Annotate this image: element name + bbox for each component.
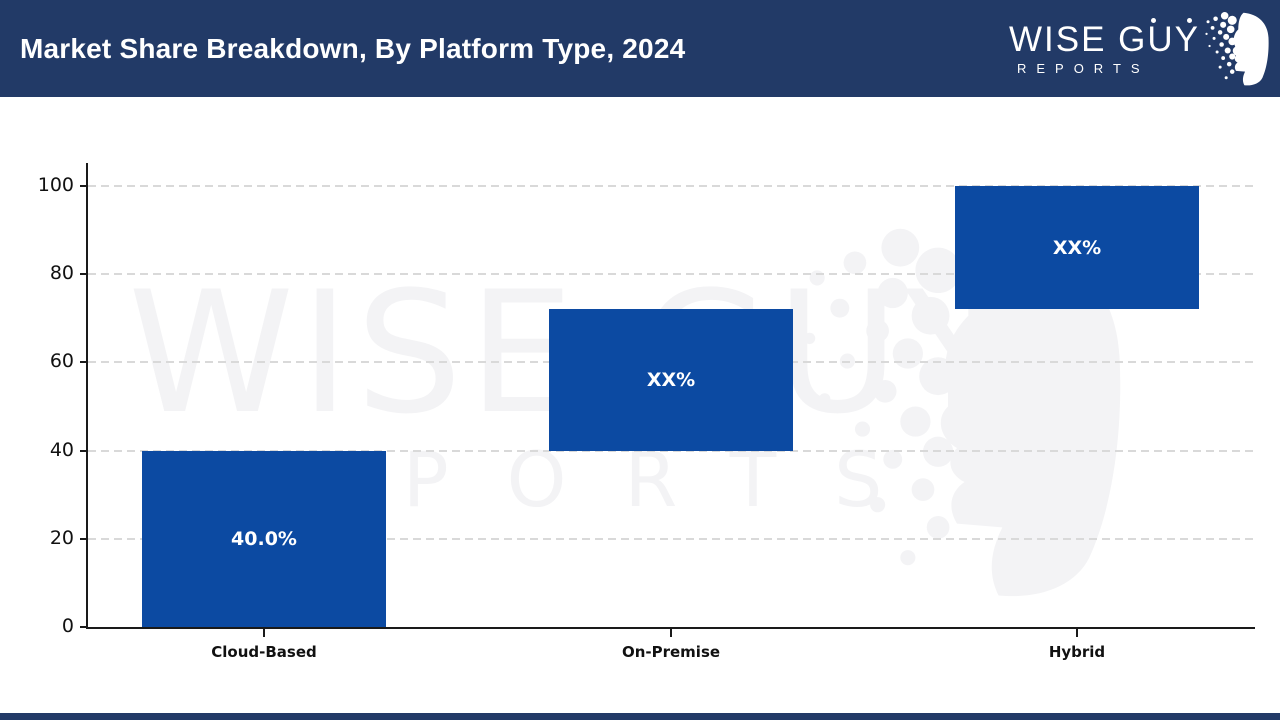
bar-hybrid	[955, 186, 1199, 310]
x-tick-mark	[263, 629, 265, 637]
y-tick-mark	[80, 185, 88, 187]
y-tick-mark	[80, 626, 88, 628]
y-tick-mark	[80, 449, 88, 452]
bar-value-label: XX%	[1052, 236, 1102, 259]
logo-face-icon	[1205, 11, 1269, 86]
wiseguy-logo: WISE GUY REPORTS	[1009, 8, 1270, 90]
logo-text: WISE GUY REPORTS	[1008, 17, 1200, 77]
logo-dot-icon	[1151, 17, 1156, 23]
y-tick-label: 100	[37, 174, 74, 196]
x-tick-label-cloud-based: Cloud-Based	[211, 643, 317, 661]
logo-brand-text: WISE GUY	[1008, 19, 1200, 59]
y-tick-label: 20	[49, 526, 74, 549]
y-tick-label: 60	[49, 350, 74, 373]
y-tick-label: 40	[49, 438, 74, 461]
y-axis-line	[86, 163, 88, 629]
page-title: Market Share Breakdown, By Platform Type…	[20, 33, 686, 64]
y-tick-mark	[80, 273, 88, 276]
x-tick-mark	[670, 629, 672, 637]
x-axis-line	[86, 627, 1255, 629]
x-tick-label-on-premise: On-Premise	[621, 643, 721, 661]
logo-dot-icon	[1187, 17, 1192, 23]
y-tick-label: 80	[49, 262, 74, 285]
y-tick-mark	[80, 361, 88, 364]
bar-value-label: XX%	[646, 369, 696, 392]
y-tick-label: 0	[61, 615, 74, 637]
gridline	[88, 185, 1255, 187]
chart-area: WISE GUY REPORTS 0 20 40 60 80 100 40.0% Cloud-…	[0, 97, 1280, 713]
y-tick-mark	[80, 537, 88, 540]
bar-cloud-based	[142, 450, 386, 627]
x-tick-mark	[1076, 629, 1078, 637]
gridline	[88, 449, 1255, 452]
bar-on-premise	[549, 309, 793, 451]
footer-bar	[0, 713, 1280, 720]
x-tick-label-hybrid: Hybrid	[1048, 643, 1106, 661]
gridline	[88, 537, 1255, 540]
header-bar: Market Share Breakdown, By Platform Type…	[0, 0, 1280, 97]
logo-sub-text: REPORTS	[1016, 61, 1150, 77]
bar-value-label: 40.0%	[231, 527, 297, 550]
gridline	[88, 273, 1255, 276]
